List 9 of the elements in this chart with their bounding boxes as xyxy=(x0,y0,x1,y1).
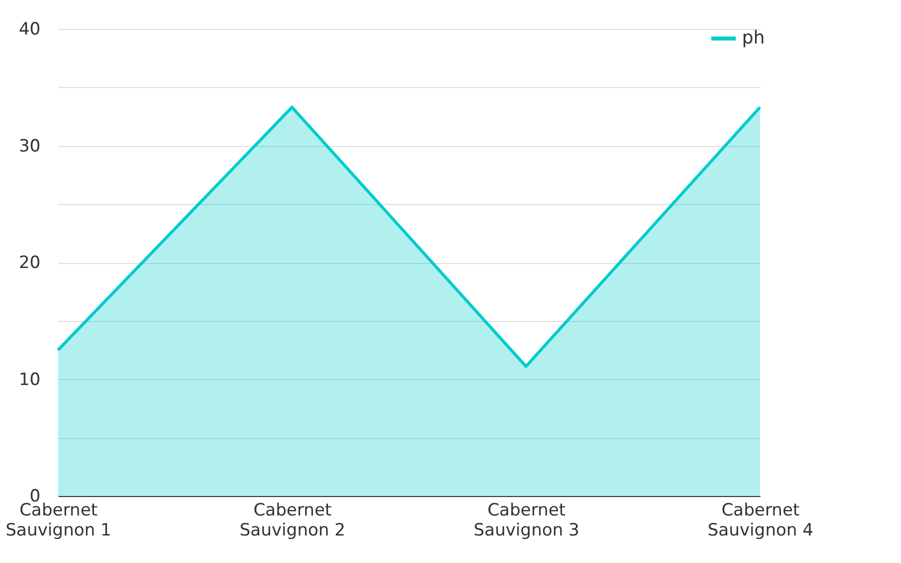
x-tick-label: Cabernet Sauvignon 1 xyxy=(6,500,112,540)
y-tick-label: 30 xyxy=(18,136,40,156)
y-tick-label: 40 xyxy=(18,20,40,40)
y-tick-label: 20 xyxy=(18,253,40,273)
x-tick-label: Cabernet Sauvignon 2 xyxy=(240,500,346,540)
legend-label: ph xyxy=(742,28,765,48)
x-tick-label: Cabernet Sauvignon 4 xyxy=(708,500,814,540)
x-tick-label: Cabernet Sauvignon 3 xyxy=(474,500,580,540)
y-tick-label: 10 xyxy=(18,370,40,390)
